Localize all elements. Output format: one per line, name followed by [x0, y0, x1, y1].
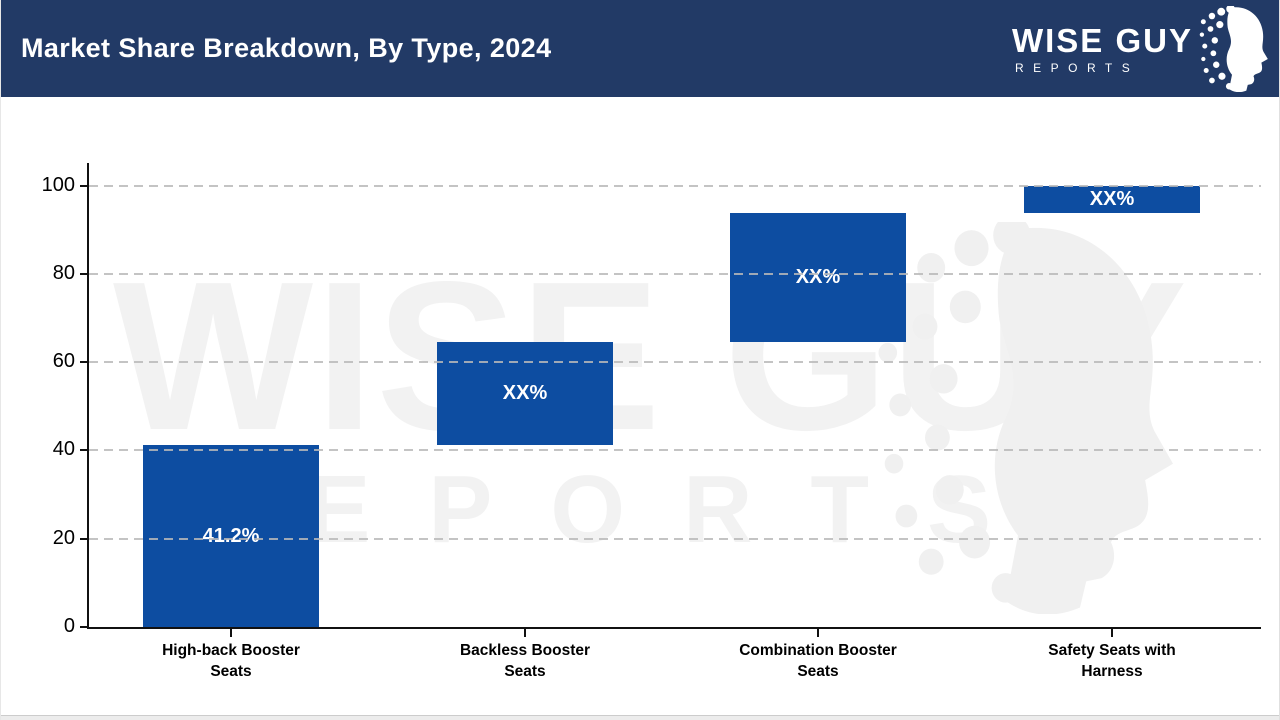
- gridline-y-40: [89, 449, 1261, 452]
- x-category-label: Combination Booster Seats: [739, 642, 897, 680]
- brand-face-icon: [1199, 6, 1268, 92]
- gridline-y-100: [89, 184, 1261, 187]
- chart-bar-high-back-booster-seats: 41.2%: [143, 445, 319, 627]
- x-tick-mark: [817, 629, 819, 637]
- y-tick-label: 60: [52, 350, 75, 373]
- y-tick-label: 80: [52, 261, 75, 284]
- x-tick-mark: [524, 629, 526, 637]
- bar-value-label: 41.2%: [202, 524, 260, 547]
- brand-logo-sub: REPORTS: [1014, 60, 1140, 75]
- chart-bar-combination-booster-seats: XX%: [730, 212, 906, 342]
- y-tick-label: 40: [52, 438, 75, 461]
- brand-logo-name: WISE GUY: [1011, 21, 1193, 59]
- y-tick-mark: [80, 449, 89, 452]
- bar-value-label: XX%: [795, 265, 841, 288]
- x-category-label: Backless Booster Seats: [459, 642, 591, 680]
- brand-logo: WISE GUY REPORTS: [1012, 4, 1269, 94]
- bar-value-label: XX%: [1089, 187, 1135, 210]
- bottom-divider: [1, 715, 1279, 716]
- gridline-y-60: [89, 361, 1261, 364]
- bottom-strip: [1, 716, 1279, 720]
- x-category-label: High-back Booster Seats: [162, 642, 300, 680]
- x-tick-mark: [1111, 629, 1113, 637]
- y-tick-mark: [80, 272, 89, 275]
- x-category-label: Safety Seats with Harness: [1048, 642, 1176, 680]
- chart-bar-safety-seats-with-harness: XX%: [1024, 185, 1200, 213]
- y-axis-line: [87, 163, 89, 629]
- y-tick-mark: [80, 626, 89, 628]
- y-tick-label: 100: [41, 173, 75, 196]
- x-tick-mark: [230, 629, 232, 637]
- header-bar: Market Share Breakdown, By Type, 2024 WI…: [1, 0, 1279, 97]
- watermark-face-icon: [863, 215, 1173, 615]
- bar-value-label: XX%: [502, 381, 548, 404]
- y-tick-label: 0: [63, 615, 75, 637]
- y-tick-mark: [80, 361, 89, 364]
- y-tick-mark: [80, 537, 89, 540]
- chart-bar-backless-booster-seats: XX%: [437, 341, 613, 446]
- chart-title: Market Share Breakdown, By Type, 2024: [21, 33, 552, 63]
- gridline-y-80: [89, 272, 1261, 275]
- gridline-y-20: [89, 537, 1261, 540]
- y-tick-label: 20: [52, 526, 75, 549]
- x-axis-line: [87, 627, 1261, 629]
- y-tick-mark: [80, 184, 89, 187]
